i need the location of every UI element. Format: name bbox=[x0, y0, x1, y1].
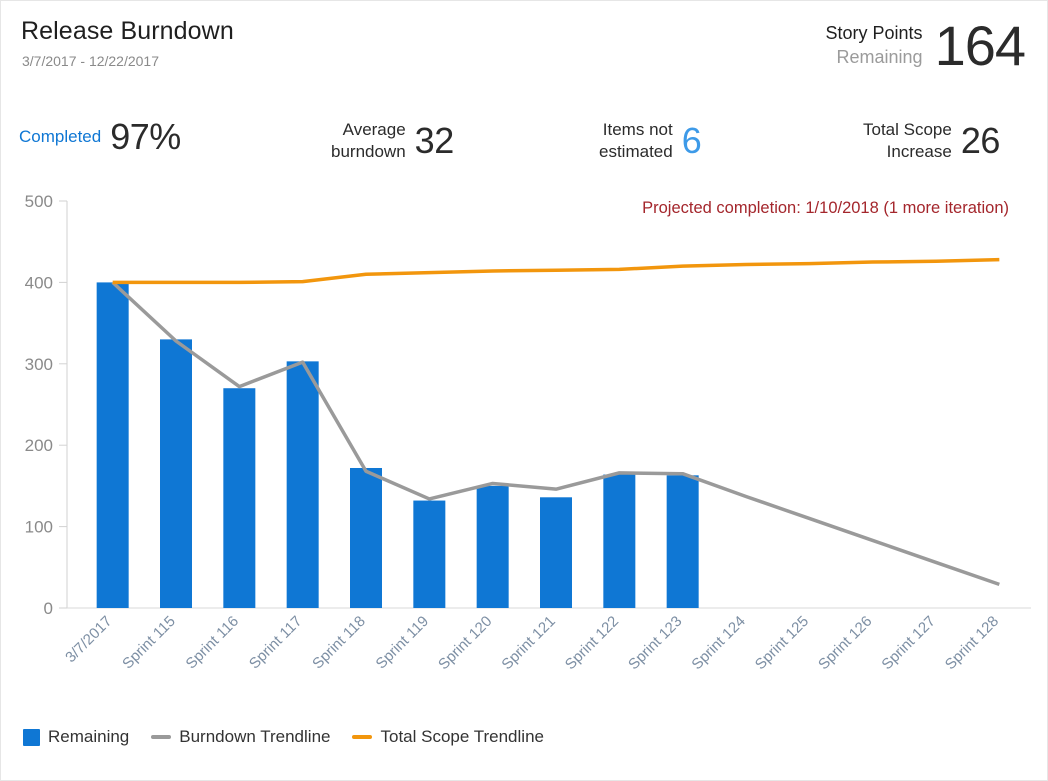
bar-remaining[interactable] bbox=[160, 339, 192, 608]
y-axis-ticks: 0 100 200 300 400 500 bbox=[25, 192, 67, 618]
date-range-label: 3/7/2017 - 12/22/2017 bbox=[22, 53, 160, 69]
chart-legend: Remaining Burndown Trendline Total Scope… bbox=[23, 727, 566, 747]
burndown-chart: 0 100 200 300 400 500 3/7/2017 Sprint 115 Sprin… bbox=[1, 181, 1047, 721]
headline-value: 164 bbox=[934, 14, 1026, 77]
x-axis-tick-label: Sprint 122 bbox=[562, 613, 622, 673]
x-axis-tick-label: Sprint 115 bbox=[119, 613, 179, 673]
trendline-burndown-trendline[interactable] bbox=[111, 281, 1000, 587]
y-axis-tick-label: 100 bbox=[25, 518, 53, 537]
bar-remaining[interactable] bbox=[286, 361, 319, 608]
x-axis-tick-label: Sprint 128 bbox=[942, 613, 1002, 673]
legend-label-remaining: Remaining bbox=[48, 727, 130, 746]
bar-remaining[interactable] bbox=[476, 485, 509, 608]
x-axis-tick-label: Sprint 117 bbox=[246, 613, 306, 673]
kpi-average-burndown-value: 32 bbox=[414, 120, 455, 162]
bar-remaining[interactable] bbox=[413, 500, 446, 608]
x-axis-tick-label: Sprint 123 bbox=[625, 613, 685, 673]
y-axis-tick-label: 200 bbox=[25, 436, 53, 455]
kpi-completed: Completed 97% bbox=[19, 119, 181, 155]
headline-label-primary: Story Points bbox=[825, 22, 923, 43]
legend-item-remaining[interactable]: Remaining bbox=[23, 727, 129, 747]
x-axis-tick-label: Sprint 120 bbox=[435, 613, 495, 673]
legend-label-total-scope-trendline: Total Scope Trendline bbox=[380, 727, 544, 746]
kpi-total-scope-increase-label: Total Scope Increase bbox=[863, 120, 952, 162]
line-series-group bbox=[111, 257, 1000, 587]
legend-swatch-burndown-trendline-icon bbox=[151, 735, 172, 739]
y-axis-tick-label: 300 bbox=[25, 355, 53, 374]
x-axis: 3/7/2017 Sprint 115 Sprint 116 Sprint 117 Sp… bbox=[62, 607, 1031, 673]
x-axis-tick-label: Sprint 126 bbox=[815, 613, 875, 673]
kpi-average-burndown-label: Average burndown bbox=[331, 120, 406, 162]
trendline-total-scope-trendline[interactable] bbox=[112, 257, 1000, 285]
bar-remaining[interactable] bbox=[223, 388, 256, 608]
bar-remaining[interactable] bbox=[96, 282, 129, 608]
kpi-items-not-estimated-label: Items not estimated bbox=[599, 120, 673, 162]
kpi-items-not-estimated: Items not estimated 6 bbox=[599, 119, 702, 163]
bar-series-remaining bbox=[96, 282, 699, 608]
widget-header: Release Burndown 3/7/2017 - 12/22/2017 S… bbox=[1, 1, 1047, 101]
x-axis-tick-label: Sprint 127 bbox=[878, 613, 938, 673]
x-axis-tick-label: Sprint 116 bbox=[183, 613, 243, 673]
headline-metric-labels: Story Points Remaining bbox=[826, 22, 923, 70]
page-title: Release Burndown bbox=[21, 17, 234, 45]
y-axis: 0 100 200 300 400 500 bbox=[25, 192, 68, 618]
headline-label-secondary: Remaining bbox=[836, 46, 923, 67]
bar-remaining[interactable] bbox=[666, 475, 699, 608]
kpi-completed-label: Completed bbox=[19, 126, 102, 146]
kpi-total-scope-increase: Total Scope Increase 26 bbox=[863, 119, 1000, 163]
bar-remaining[interactable] bbox=[350, 467, 382, 608]
kpi-total-scope-increase-value: 26 bbox=[960, 120, 1001, 162]
y-axis-tick-label: 500 bbox=[25, 192, 53, 211]
kpi-completed-value: 97% bbox=[110, 116, 181, 157]
y-axis-tick-label: 0 bbox=[44, 599, 53, 618]
bar-remaining[interactable] bbox=[603, 474, 636, 608]
y-axis-tick-label: 400 bbox=[25, 273, 53, 292]
legend-label-burndown-trendline: Burndown Trendline bbox=[179, 727, 331, 746]
headline-metric: Story Points Remaining 164 bbox=[826, 14, 1026, 77]
bar-remaining[interactable] bbox=[540, 497, 572, 608]
legend-swatch-total-scope-trendline-icon bbox=[352, 735, 373, 739]
kpi-items-not-estimated-value: 6 bbox=[681, 120, 702, 162]
legend-item-burndown-trendline[interactable]: Burndown Trendline bbox=[151, 727, 330, 747]
x-axis-tick-label: Sprint 119 bbox=[373, 613, 433, 673]
x-axis-tick-label: Sprint 124 bbox=[688, 613, 748, 673]
projected-completion-annotation: Projected completion: 1/10/2018 (1 more … bbox=[642, 199, 1009, 217]
x-axis-labels: 3/7/2017 Sprint 115 Sprint 116 Sprint 117 Sp… bbox=[62, 613, 1002, 673]
kpi-strip: Completed 97% Average burndown 32 Items … bbox=[1, 111, 1047, 173]
x-axis-tick-label: Sprint 118 bbox=[309, 613, 369, 673]
x-axis-tick-label: Sprint 125 bbox=[752, 613, 812, 673]
x-axis-tick-label: Sprint 121 bbox=[498, 613, 558, 673]
x-axis-tick-label: 3/7/2017 bbox=[62, 613, 115, 666]
legend-swatch-remaining-icon bbox=[23, 728, 40, 746]
legend-item-total-scope-trendline[interactable]: Total Scope Trendline bbox=[352, 727, 544, 747]
kpi-average-burndown: Average burndown 32 bbox=[331, 119, 454, 163]
